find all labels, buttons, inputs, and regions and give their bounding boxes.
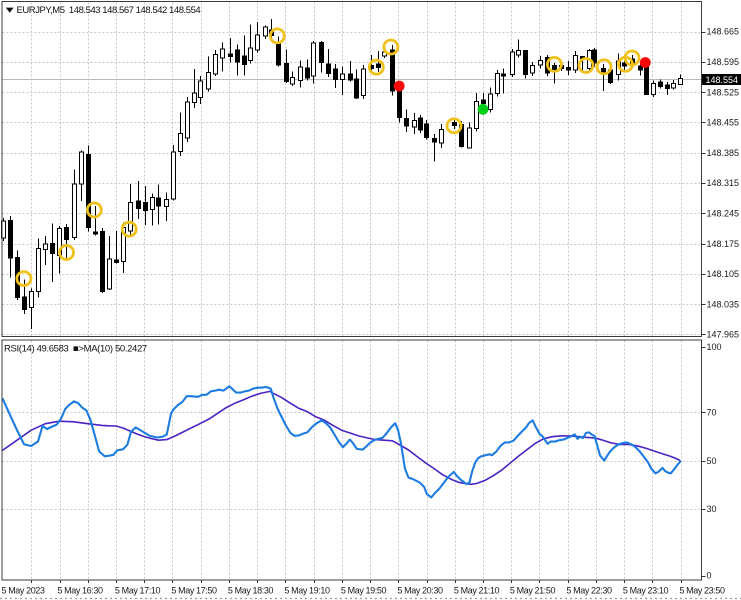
svg-text:5 May 22:30: 5 May 22:30 bbox=[566, 586, 612, 596]
svg-text:148.315: 148.315 bbox=[707, 178, 740, 188]
svg-text:5 May 2023: 5 May 2023 bbox=[1, 586, 44, 596]
svg-text:70: 70 bbox=[707, 408, 717, 418]
svg-text:5 May 17:10: 5 May 17:10 bbox=[115, 586, 161, 596]
svg-text:148.175: 148.175 bbox=[707, 239, 740, 249]
svg-text:148.455: 148.455 bbox=[707, 118, 740, 128]
svg-text:EURJPY,M5 148.543 148.567 148: EURJPY,M5 148.543 148.567 148.542 148.55… bbox=[17, 5, 201, 16]
svg-text:5 May 16:30: 5 May 16:30 bbox=[57, 586, 103, 596]
svg-text:5 May 21:10: 5 May 21:10 bbox=[454, 586, 500, 596]
svg-text:5 May 21:50: 5 May 21:50 bbox=[510, 586, 556, 596]
svg-text:5 May 17:50: 5 May 17:50 bbox=[171, 586, 217, 596]
svg-text:100: 100 bbox=[707, 342, 722, 352]
svg-text:5 May 23:50: 5 May 23:50 bbox=[679, 586, 725, 596]
svg-text:RSI(14) 49.6583 ■>MA(10) 50.2: RSI(14) 49.6583 ■>MA(10) 50.2427 bbox=[4, 344, 147, 355]
svg-text:148.385: 148.385 bbox=[707, 148, 740, 158]
svg-text:148.035: 148.035 bbox=[707, 299, 740, 309]
svg-text:5 May 20:30: 5 May 20:30 bbox=[397, 586, 443, 596]
svg-text:5 May 19:10: 5 May 19:10 bbox=[284, 586, 330, 596]
svg-text:50: 50 bbox=[707, 456, 717, 466]
svg-text:5 May 18:30: 5 May 18:30 bbox=[228, 586, 274, 596]
svg-text:148.525: 148.525 bbox=[707, 87, 740, 97]
svg-text:5 May 23:10: 5 May 23:10 bbox=[623, 586, 669, 596]
svg-text:30: 30 bbox=[707, 504, 717, 514]
svg-text:0: 0 bbox=[707, 571, 712, 581]
svg-text:148.665: 148.665 bbox=[707, 27, 740, 37]
svg-text:147.965: 147.965 bbox=[707, 330, 740, 340]
svg-text:148.554: 148.554 bbox=[706, 75, 739, 85]
svg-text:148.105: 148.105 bbox=[707, 269, 740, 279]
svg-text:148.595: 148.595 bbox=[707, 57, 740, 67]
svg-text:148.245: 148.245 bbox=[707, 209, 740, 219]
svg-text:5 May 19:50: 5 May 19:50 bbox=[341, 586, 387, 596]
